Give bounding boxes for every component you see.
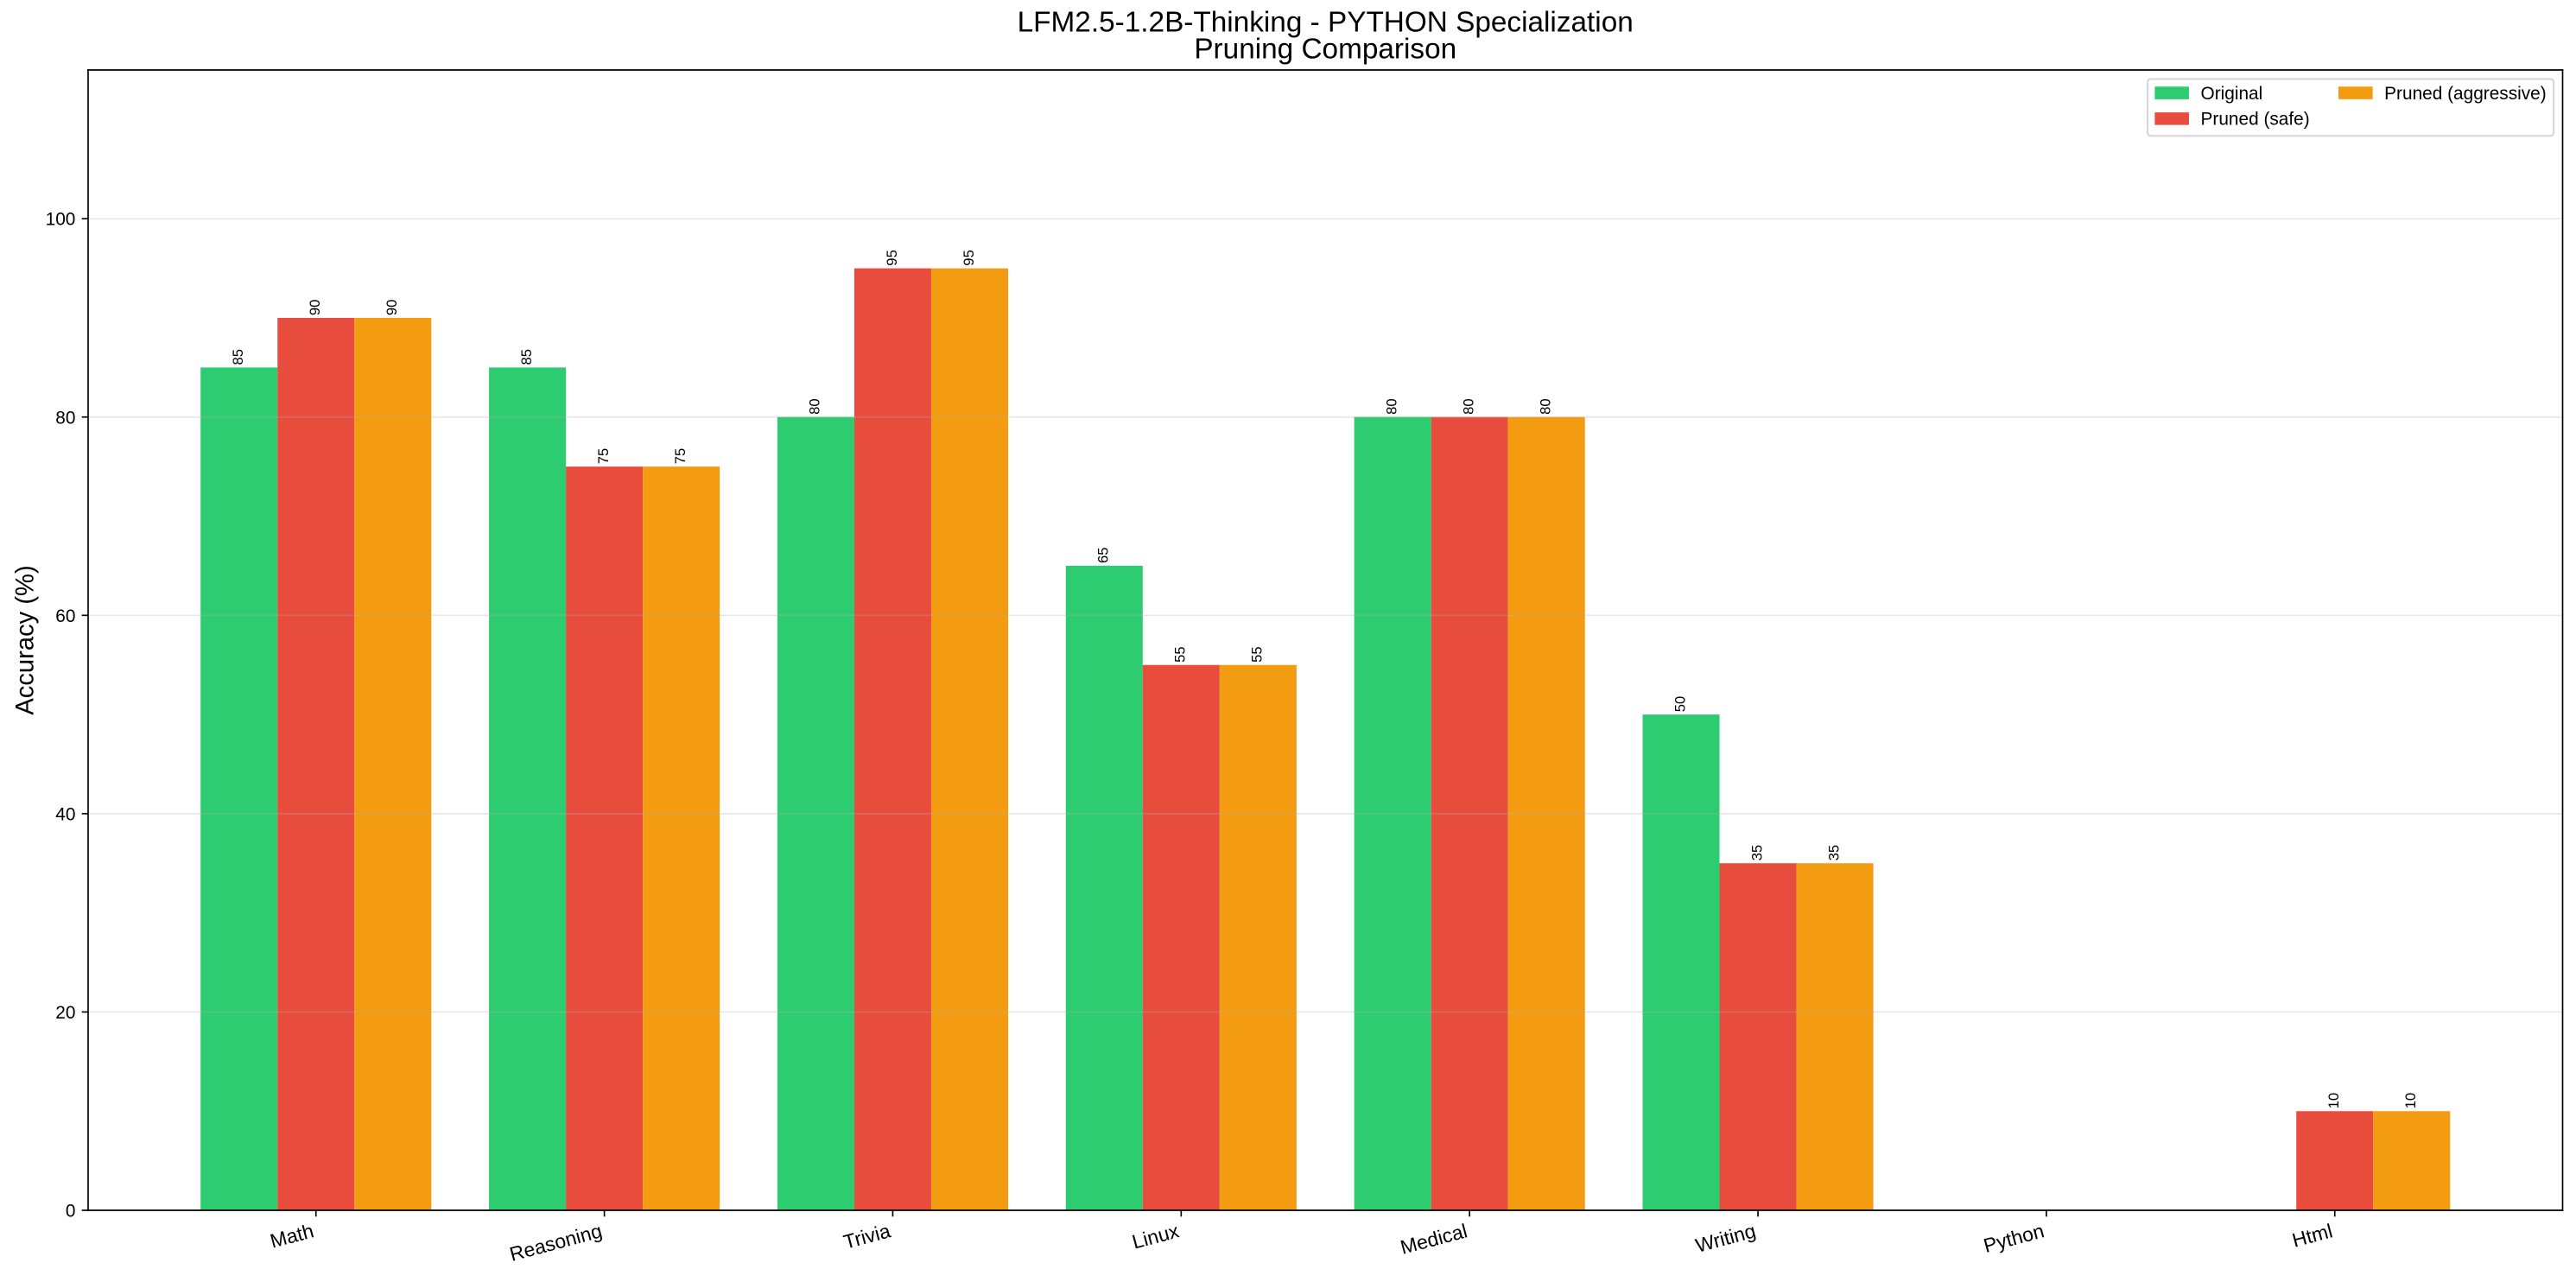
svg-text:75: 75 (672, 448, 688, 465)
svg-text:35: 35 (1825, 845, 1842, 861)
svg-text:85: 85 (518, 349, 535, 365)
svg-text:85: 85 (230, 349, 246, 365)
svg-text:80: 80 (807, 398, 823, 415)
svg-text:40: 40 (55, 804, 75, 824)
svg-text:90: 90 (384, 300, 400, 316)
svg-text:Pruning Comparison: Pruning Comparison (1194, 34, 1456, 66)
svg-text:50: 50 (1672, 696, 1688, 713)
svg-text:LFM2.5-1.2B-Thinking - PYTHON: LFM2.5-1.2B-Thinking - PYTHON Specializa… (1018, 7, 1634, 39)
svg-text:80: 80 (1460, 398, 1476, 415)
svg-text:90: 90 (307, 300, 323, 316)
svg-text:10: 10 (2402, 1093, 2419, 1109)
svg-text:Accuracy (%): Accuracy (%) (11, 565, 39, 714)
svg-text:55: 55 (1172, 646, 1189, 663)
svg-text:95: 95 (961, 250, 977, 266)
svg-text:55: 55 (1249, 646, 1266, 663)
svg-text:60: 60 (55, 606, 75, 626)
svg-text:35: 35 (1748, 845, 1765, 861)
svg-text:10: 10 (2325, 1093, 2342, 1109)
svg-text:100: 100 (46, 210, 76, 230)
svg-text:65: 65 (1095, 548, 1112, 564)
svg-text:20: 20 (55, 1003, 75, 1023)
svg-text:80: 80 (1538, 398, 1554, 415)
svg-text:80: 80 (1383, 398, 1399, 415)
svg-text:80: 80 (55, 408, 75, 428)
svg-text:Pruned (safe): Pruned (safe) (2201, 110, 2310, 130)
svg-text:75: 75 (595, 448, 612, 465)
svg-text:0: 0 (66, 1202, 76, 1222)
svg-text:95: 95 (884, 250, 900, 266)
svg-text:Original: Original (2201, 84, 2263, 104)
svg-text:Pruned (aggressive): Pruned (aggressive) (2384, 84, 2547, 104)
